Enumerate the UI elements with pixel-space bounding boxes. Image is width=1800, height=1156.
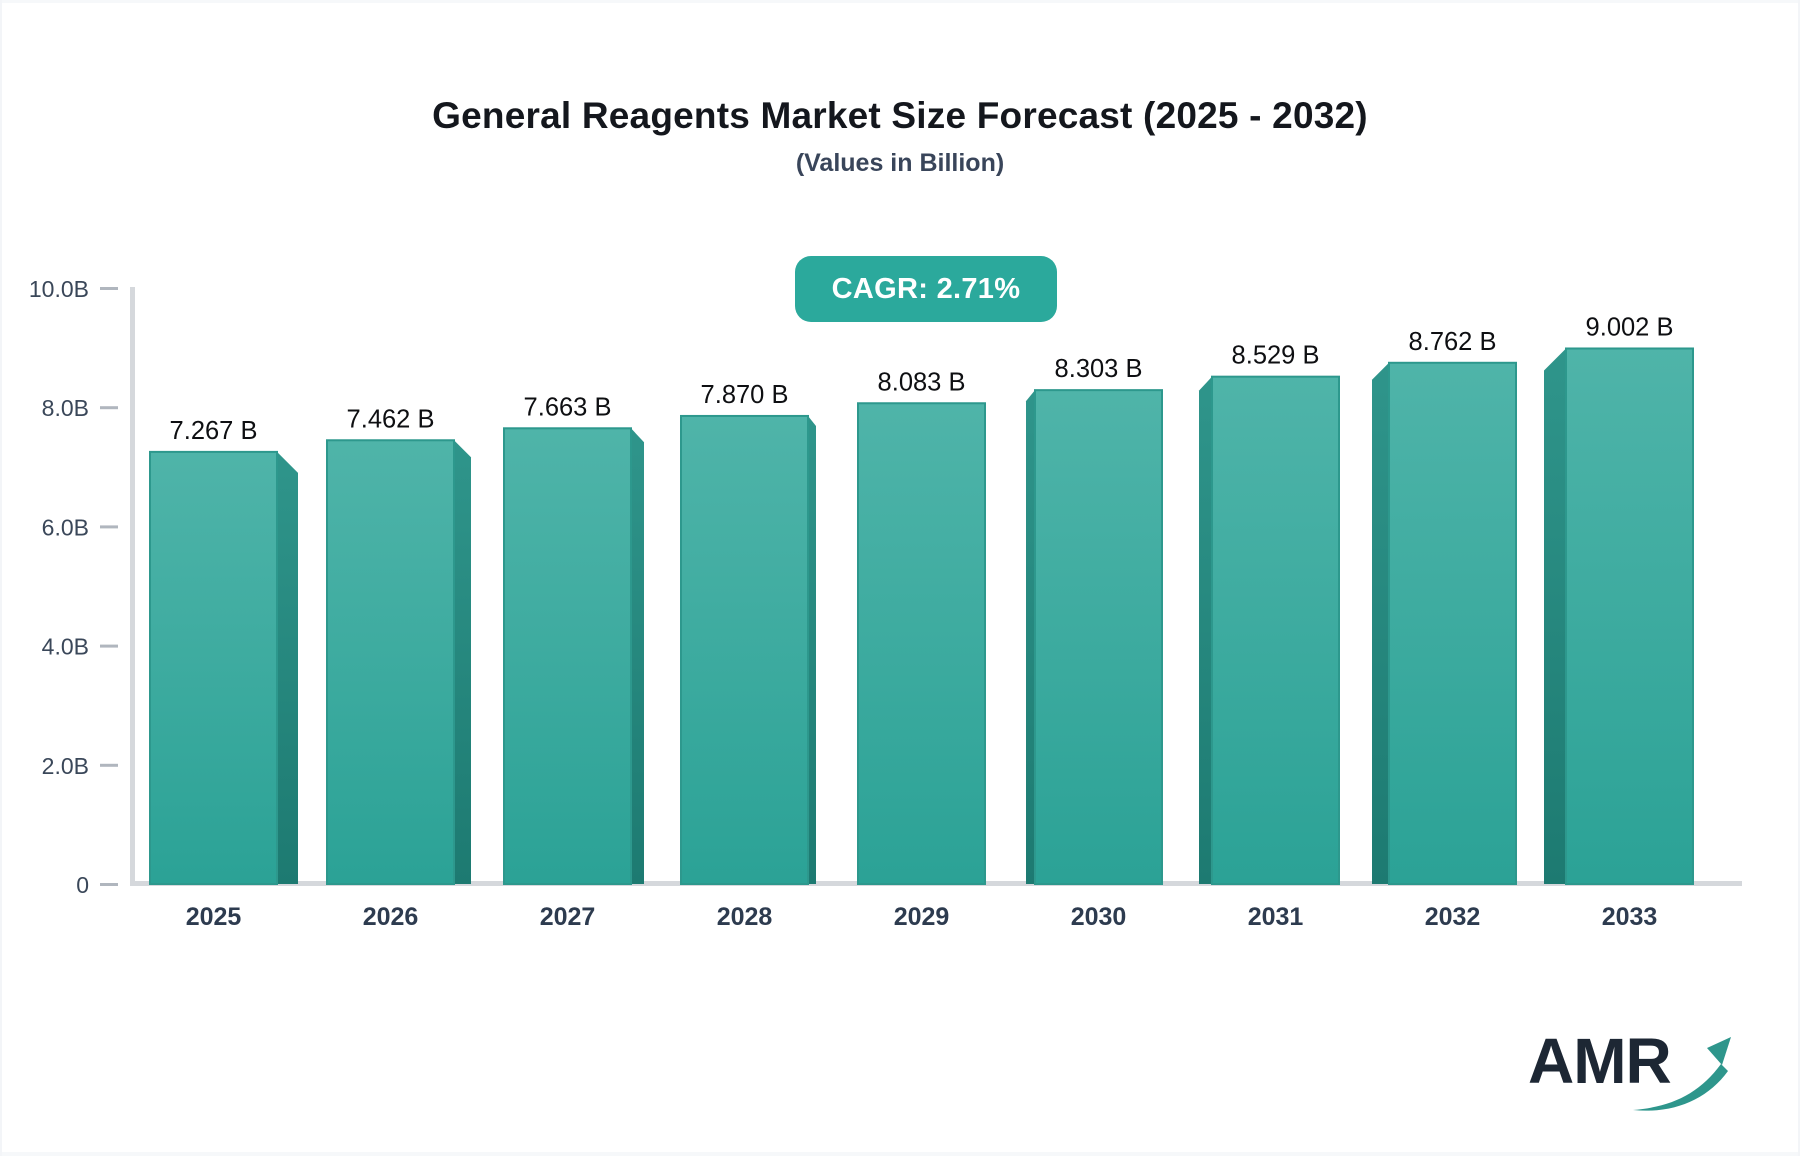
page-border-bottom	[0, 1152, 1800, 1156]
brand-logo-text: AMR	[1528, 1025, 1672, 1097]
y-axis-tick	[100, 883, 118, 886]
bar-side-face	[808, 415, 816, 884]
bar-value-label: 7.870 B	[701, 381, 789, 409]
page-border-right	[1798, 0, 1800, 1156]
chart-title: General Reagents Market Size Forecast (2…	[432, 95, 1368, 136]
bar-value-label: 8.762 B	[1409, 328, 1497, 356]
x-axis-category-label: 2028	[717, 903, 773, 931]
y-axis-tick	[100, 406, 118, 410]
y-axis-tick	[100, 525, 118, 529]
y-axis-tick-label: 8.0B	[42, 395, 89, 421]
y-axis-tick	[100, 763, 118, 767]
y-axis-tick	[100, 287, 118, 290]
bar-value-label: 7.663 B	[524, 393, 612, 421]
bar-front-face	[857, 402, 986, 885]
bar-value-label: 7.267 B	[170, 417, 258, 445]
bar-value-label: 9.002 B	[1586, 313, 1674, 341]
cagr-badge-label: CAGR: 2.71%	[831, 272, 1021, 305]
x-axis-category-label: 2027	[540, 903, 596, 931]
trend-up-arrow-icon	[1631, 1034, 1731, 1117]
brand-logo: AMR	[1528, 1028, 1731, 1117]
y-axis-tick-label: 4.0B	[42, 634, 89, 660]
y-axis-line	[130, 287, 135, 886]
bar-value-label: 8.303 B	[1055, 355, 1143, 383]
y-axis-tick	[100, 644, 118, 648]
bar-side-face	[631, 428, 644, 884]
bar-side-face	[1544, 348, 1566, 884]
bar-front-face	[680, 414, 809, 885]
bar-side-face	[1372, 362, 1389, 884]
bar-2030: 8.303 B 2030	[1026, 355, 1163, 931]
bar-front-face	[326, 439, 455, 885]
bar-front-face	[149, 450, 278, 885]
bar-2033: 9.002 B 2033	[1544, 313, 1694, 931]
x-axis-category-label: 2032	[1425, 903, 1481, 931]
x-axis-category-label: 2029	[894, 903, 950, 931]
bar-value-label: 8.529 B	[1232, 342, 1320, 370]
bar-2032: 8.762 B 2032	[1372, 328, 1517, 931]
bar-2031: 8.529 B 2031	[1199, 342, 1340, 931]
page-border-left	[0, 0, 2, 1156]
bar-side-face	[1026, 390, 1035, 884]
page-border-top	[0, 0, 1800, 3]
bar-2029: 8.083 B 2029	[857, 368, 986, 931]
bar-2025: 7.267 B 2025	[149, 417, 298, 931]
bar-value-label: 7.462 B	[347, 405, 435, 433]
y-axis-tick-label: 0	[76, 872, 89, 898]
bar-2026: 7.462 B 2026	[326, 405, 471, 931]
y-axis-tick-label: 6.0B	[42, 514, 89, 540]
bar-front-face	[1388, 361, 1517, 885]
y-axis-tick-label: 10.0B	[29, 276, 89, 302]
bar-side-face	[454, 440, 471, 884]
x-axis-category-label: 2033	[1602, 903, 1658, 931]
y-axis-tick-label: 2.0B	[42, 753, 89, 779]
bar-2028: 7.870 B 2028	[680, 381, 816, 931]
bar-front-face	[1211, 375, 1340, 885]
x-axis-category-label: 2026	[363, 903, 419, 931]
cagr-badge: CAGR: 2.71%	[795, 256, 1057, 322]
bar-front-face	[1565, 347, 1694, 886]
bar-value-label: 8.083 B	[878, 368, 966, 396]
bar-side-face	[1199, 376, 1212, 884]
x-axis-category-label: 2030	[1071, 903, 1127, 931]
x-axis-category-label: 2031	[1248, 903, 1304, 931]
bar-front-face	[503, 427, 632, 885]
x-axis-category-label: 2025	[186, 903, 242, 931]
bar-side-face	[277, 451, 298, 884]
bar-front-face	[1034, 389, 1163, 885]
bar-2027: 7.663 B 2027	[503, 393, 644, 931]
chart-subtitle: (Values in Billion)	[795, 149, 1005, 177]
